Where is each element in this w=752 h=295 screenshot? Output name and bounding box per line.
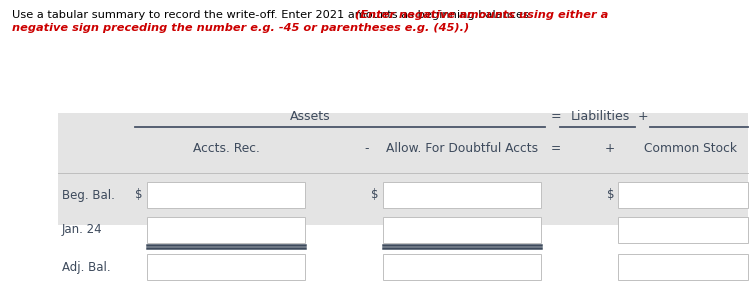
Text: -: - — [365, 142, 369, 155]
Text: Use a tabular summary to record the write-off. Enter 2021 amounts as beginning b: Use a tabular summary to record the writ… — [12, 10, 536, 20]
Text: Allow. For Doubtful Accts: Allow. For Doubtful Accts — [386, 142, 538, 155]
Bar — [383, 182, 541, 208]
Text: (Enter negative amounts using either a: (Enter negative amounts using either a — [355, 10, 608, 20]
Text: Jan. 24: Jan. 24 — [62, 224, 102, 237]
Text: $: $ — [607, 189, 614, 201]
Bar — [383, 217, 541, 243]
Text: Beg. Bal.: Beg. Bal. — [62, 189, 115, 201]
Text: +: + — [638, 110, 648, 123]
Text: $: $ — [135, 189, 143, 201]
Text: +: + — [605, 142, 615, 155]
Text: Accts. Rec.: Accts. Rec. — [193, 142, 259, 155]
Bar — [147, 182, 305, 208]
Bar — [383, 254, 541, 280]
Text: Adj. Bal.: Adj. Bal. — [62, 260, 111, 273]
Bar — [618, 182, 748, 208]
Text: Assets: Assets — [290, 110, 330, 123]
Text: negative sign preceding the number e.g. -45 or parentheses e.g. (45).): negative sign preceding the number e.g. … — [12, 23, 469, 33]
Text: =: = — [551, 142, 561, 155]
Bar — [58, 113, 748, 225]
Bar — [618, 254, 748, 280]
Text: $: $ — [371, 189, 379, 201]
Bar — [147, 254, 305, 280]
Text: Common Stock: Common Stock — [644, 142, 736, 155]
Text: Liabilities: Liabilities — [570, 110, 629, 123]
Bar — [618, 217, 748, 243]
Bar — [147, 217, 305, 243]
Text: =: = — [550, 110, 561, 123]
